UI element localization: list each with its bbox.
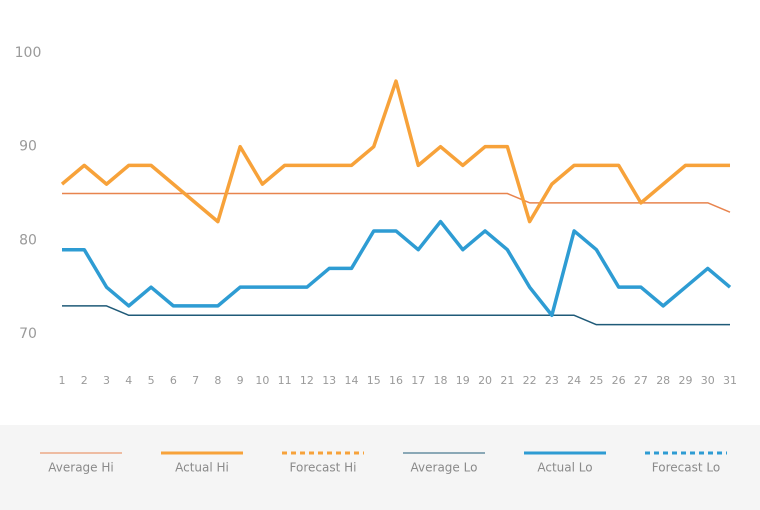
x-tick-label: 30 — [701, 374, 715, 387]
x-tick-label: 2 — [81, 374, 88, 387]
series-line — [62, 305, 730, 326]
x-tick-label: 12 — [300, 374, 314, 387]
x-tick-label: 29 — [678, 374, 692, 387]
legend-label: Average Lo — [411, 461, 478, 475]
x-tick-label: 13 — [322, 374, 336, 387]
x-tick-label: 21 — [500, 374, 514, 387]
y-tick-label: 90 — [19, 139, 37, 155]
x-tick-label: 9 — [237, 374, 244, 387]
x-tick-label: 24 — [567, 374, 581, 387]
x-tick-label: 6 — [170, 374, 177, 387]
series-line — [60, 79, 730, 224]
x-tick-label: 16 — [389, 374, 403, 387]
legend-background — [0, 425, 760, 510]
x-tick-label: 4 — [125, 374, 132, 387]
x-tick-label: 14 — [344, 374, 358, 387]
x-tick-label: 28 — [656, 374, 670, 387]
x-tick-label: 1 — [59, 374, 66, 387]
legend-label: Actual Hi — [175, 461, 229, 475]
x-tick-label: 20 — [478, 374, 492, 387]
x-tick-label: 10 — [255, 374, 269, 387]
x-tick-label: 8 — [214, 374, 221, 387]
x-tick-label: 31 — [723, 374, 737, 387]
x-tick-label: 11 — [278, 374, 292, 387]
y-tick-label: 100 — [15, 45, 42, 61]
x-tick-label: 27 — [634, 374, 648, 387]
x-tick-label: 3 — [103, 374, 110, 387]
x-tick-label: 18 — [434, 374, 448, 387]
legend-label: Average Hi — [48, 461, 113, 475]
x-tick-label: 5 — [148, 374, 155, 387]
legend-label: Forecast Hi — [290, 461, 357, 475]
x-tick-label: 23 — [545, 374, 559, 387]
x-tick-label: 7 — [192, 374, 199, 387]
x-tick-label: 26 — [612, 374, 626, 387]
x-tick-label: 22 — [523, 374, 537, 387]
y-tick-label: 80 — [19, 232, 37, 248]
legend-label: Actual Lo — [537, 461, 592, 475]
legend-label: Forecast Lo — [652, 461, 720, 475]
legend: Average Hi Actual Hi Forecast Hi Average Lo… — [40, 451, 727, 475]
x-tick-label: 17 — [411, 374, 425, 387]
series-line — [62, 192, 731, 213]
y-tick-label: 70 — [19, 326, 37, 342]
x-tick-label: 15 — [367, 374, 381, 387]
series-line — [62, 219, 732, 318]
x-tick-label: 25 — [589, 374, 603, 387]
x-tick-label: 19 — [456, 374, 470, 387]
